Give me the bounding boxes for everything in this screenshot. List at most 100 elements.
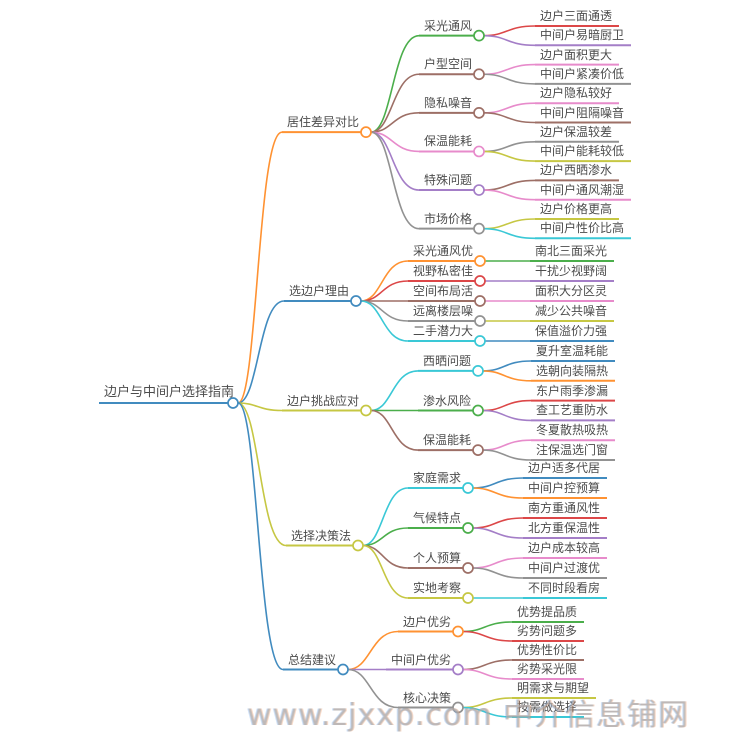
mindmap-node-label[interactable]: 边户挑战应对 (287, 393, 360, 408)
mindmap-node-label[interactable]: 边户价格更高 (540, 202, 613, 216)
node-toggle-circle[interactable] (472, 404, 484, 417)
mindmap-node-label[interactable]: 减少公共噪音 (535, 304, 608, 318)
node-toggle-circle[interactable] (474, 315, 486, 327)
mindmap-node-label[interactable]: 东户雨季渗漏 (536, 383, 609, 398)
mindmap-node-label[interactable]: 居住差异对比 (287, 115, 360, 130)
mindmap-edge (360, 300, 409, 342)
node-toggle-circle[interactable] (452, 701, 464, 714)
mindmap-node-label[interactable]: 核心决策 (403, 690, 452, 705)
mindmap-node-label[interactable]: 中间户能耗较低 (540, 144, 625, 159)
mindmap-node-label[interactable]: 劣势采光限 (517, 662, 578, 676)
node-toggle-circle[interactable] (473, 29, 485, 42)
mindmap-node-label[interactable]: 总结建议 (288, 652, 337, 667)
mindmap-node-label[interactable]: 边户优劣 (403, 614, 452, 629)
mindmap-node-label[interactable]: 家庭需求 (413, 471, 462, 485)
mindmap-node-label[interactable]: 中间户控预算 (528, 481, 601, 495)
mindmap-edge (472, 477, 524, 489)
node-toggle-circle[interactable] (227, 397, 239, 409)
mindmap-edge (237, 300, 285, 404)
mindmap-node-label[interactable]: 渗水风险 (423, 393, 472, 408)
node-toggle-circle[interactable] (473, 145, 485, 158)
node-toggle-circle[interactable] (472, 444, 484, 456)
mindmap-node-label[interactable]: 中间户紧凑价低 (540, 66, 625, 81)
node-toggle-circle[interactable] (462, 522, 474, 534)
mindmap-node-label[interactable]: 边户成本较高 (528, 541, 601, 555)
mindmap-node-label[interactable]: 注保温选门窗 (536, 443, 609, 457)
mindmap-node-label[interactable]: 优势性价比 (517, 643, 578, 657)
mindmap-node-label[interactable]: 面积大分区灵 (535, 284, 608, 298)
mindmap-node-label[interactable]: 中间户性价比高 (540, 221, 625, 236)
mindmap-node-label[interactable]: 保值溢价力强 (535, 324, 608, 338)
mindmap-node-label[interactable]: 采光通风优 (413, 244, 474, 258)
mindmap-edge (472, 487, 524, 499)
node-toggle-circle[interactable] (360, 126, 372, 138)
node-toggle-circle[interactable] (452, 663, 464, 676)
mindmap-node-label[interactable]: 特殊问题 (424, 173, 473, 188)
mindmap-node-label[interactable]: 中间户过渡优 (528, 561, 601, 575)
node-toggle-circle[interactable] (452, 625, 464, 638)
mindmap-node-label[interactable]: 查工艺重防水 (536, 403, 609, 418)
mindmap-node-label[interactable]: 中间户通风潮湿 (540, 182, 625, 197)
node-toggle-circle[interactable] (473, 222, 485, 235)
mindmap-node-label[interactable]: 空间布局活 (413, 284, 474, 298)
node-toggle-circle[interactable] (473, 106, 485, 119)
mindmap-node-label[interactable]: 选边户理由 (289, 284, 350, 298)
mindmap-node-label[interactable]: 中间户阻隔噪音 (540, 105, 625, 120)
mindmap-node-label[interactable]: 保温能耗 (424, 134, 473, 149)
mindmap-node-label[interactable]: 边户保温较差 (540, 124, 613, 139)
mindmap-node-label[interactable]: 采光通风 (424, 18, 473, 33)
node-toggle-circle[interactable] (462, 482, 474, 494)
mindmap-node-label[interactable]: 二手潜力大 (413, 324, 474, 338)
mindmap-node-label[interactable]: 劣势问题多 (517, 624, 578, 638)
node-toggle-circle[interactable] (352, 539, 364, 552)
mindmap-node-label[interactable]: 户型空间 (424, 57, 473, 72)
mindmap-node-label[interactable]: 边户适多代居 (528, 461, 601, 475)
mindmap-node-label[interactable]: 边户面积更大 (540, 47, 613, 62)
mindmap-node-label[interactable]: 明需求与期望 (517, 681, 590, 695)
mindmap-node-label[interactable]: 个人预算 (413, 551, 462, 565)
node-toggle-circle[interactable] (462, 592, 474, 604)
mindmap-node-label[interactable]: 实地考察 (413, 581, 462, 595)
mindmap-node-label[interactable]: 北方重保温性 (528, 521, 601, 535)
mindmap-node-label[interactable]: 冬夏散热吸热 (536, 423, 609, 438)
mindmap-node-label[interactable]: 优势提品质 (517, 605, 578, 619)
mindmap-edge (237, 402, 283, 412)
node-toggle-circle[interactable] (360, 404, 372, 417)
node-toggle-circle[interactable] (473, 68, 485, 81)
mindmap-node-label[interactable]: 边户西晒渗水 (540, 163, 613, 178)
mindmap-node-label[interactable]: 中间户易暗厨卫 (540, 28, 625, 43)
node-toggle-circle[interactable] (472, 365, 484, 377)
mindmap-node-label[interactable]: 市场价格 (424, 211, 473, 226)
mindmap-node-label[interactable]: 选朝向装隔热 (536, 363, 609, 378)
mindmap-node-label[interactable]: 按需做选择 (517, 700, 578, 714)
node-toggle-circle[interactable] (474, 275, 486, 287)
mindmap-edge (347, 630, 399, 671)
mindmap-node-label[interactable]: 隐私噪音 (424, 95, 473, 110)
mindmap-node-label[interactable]: 干扰少视野阔 (535, 264, 608, 278)
mindmap-edge (360, 300, 409, 322)
node-toggle-circle[interactable] (474, 335, 486, 347)
mindmap-edge (362, 544, 409, 599)
node-toggle-circle[interactable] (474, 295, 486, 307)
mindmap-node-label[interactable]: 边户隐私较好 (540, 86, 613, 101)
mindmap-node-label[interactable]: 气候特点 (413, 511, 462, 525)
mindmap-node-label[interactable]: 南北三面采光 (535, 244, 608, 258)
mindmap-edge (237, 402, 287, 547)
mindmap-node-label[interactable]: 选择决策法 (291, 528, 352, 543)
node-toggle-circle[interactable] (337, 663, 349, 676)
node-toggle-circle[interactable] (474, 255, 486, 267)
mindmap-node-label[interactable]: 西晒问题 (423, 353, 472, 368)
mindmap-edge (483, 25, 536, 37)
mindmap-node-label[interactable]: 不同时段看房 (528, 581, 601, 595)
mindmap-node-label[interactable]: 保温能耗 (423, 433, 472, 448)
mindmap-node-label[interactable]: 夏升室温耗能 (536, 344, 609, 358)
mindmap-node-label[interactable]: 远离楼层噪 (413, 304, 474, 318)
mindmap-node-label[interactable]: 南方重通风性 (528, 501, 601, 515)
mindmap-node-label[interactable]: 中间户优劣 (391, 652, 452, 667)
node-toggle-circle[interactable] (350, 295, 362, 307)
node-toggle-circle[interactable] (462, 562, 474, 574)
mindmap-node-label[interactable]: 视野私密佳 (413, 264, 474, 278)
mindmap-node-label[interactable]: 边户三面通透 (540, 9, 613, 23)
node-toggle-circle[interactable] (473, 184, 485, 196)
mindmap-node-label[interactable]: 边户与中间户选择指南 (104, 385, 235, 400)
